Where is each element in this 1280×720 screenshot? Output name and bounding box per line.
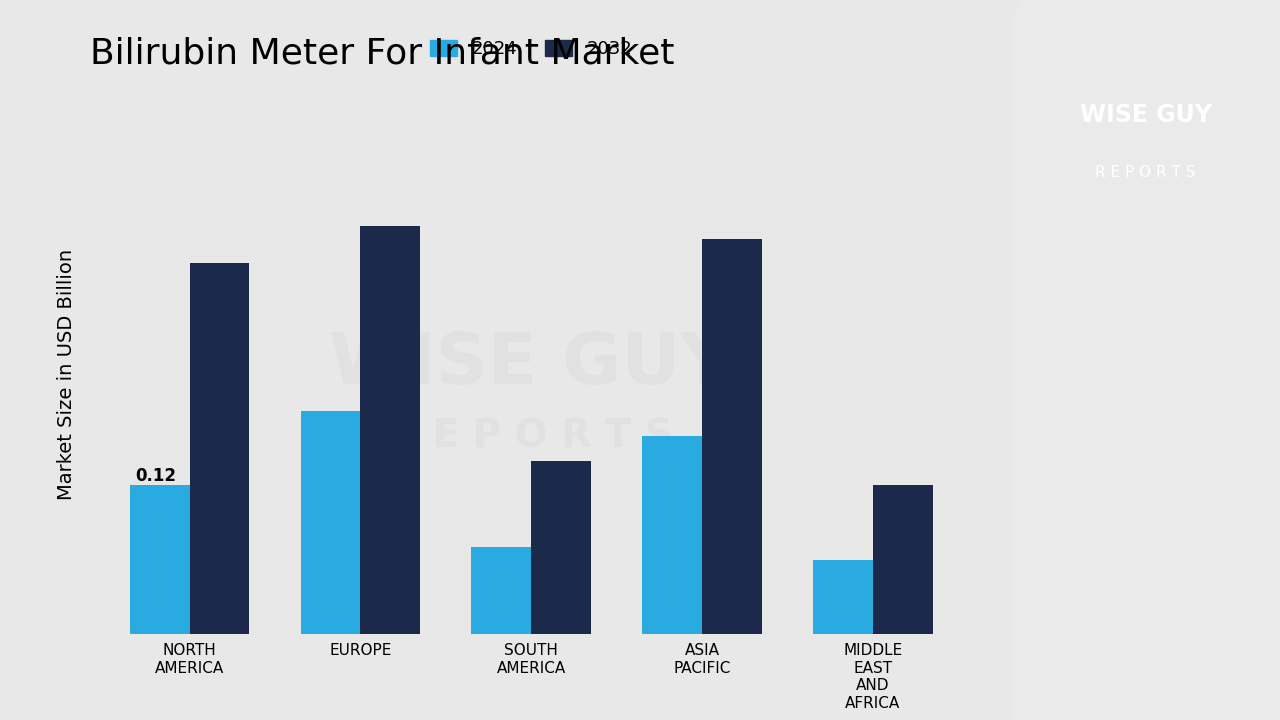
Circle shape	[945, 0, 1280, 720]
Bar	[471, 547, 531, 634]
Text: Bilirubin Meter For Infant Market: Bilirubin Meter For Infant Market	[90, 36, 675, 70]
Bar	[189, 264, 250, 634]
Bar	[301, 411, 361, 634]
Text: WISE GUY: WISE GUY	[329, 330, 733, 399]
Bar	[129, 485, 189, 634]
Bar	[361, 226, 420, 634]
Legend: 2024, 2032: 2024, 2032	[421, 31, 641, 67]
Text: R E P O R T S: R E P O R T S	[1096, 166, 1196, 180]
Bar	[813, 559, 873, 634]
Bar	[701, 238, 762, 634]
Y-axis label: Market Size in USD Billion: Market Size in USD Billion	[56, 249, 76, 500]
Text: 0.12: 0.12	[136, 467, 177, 485]
Bar	[643, 436, 701, 634]
Bar	[531, 461, 591, 634]
Text: R E P O R T S: R E P O R T S	[389, 418, 673, 456]
Bar	[873, 485, 933, 634]
Text: WISE GUY: WISE GUY	[1079, 103, 1212, 127]
